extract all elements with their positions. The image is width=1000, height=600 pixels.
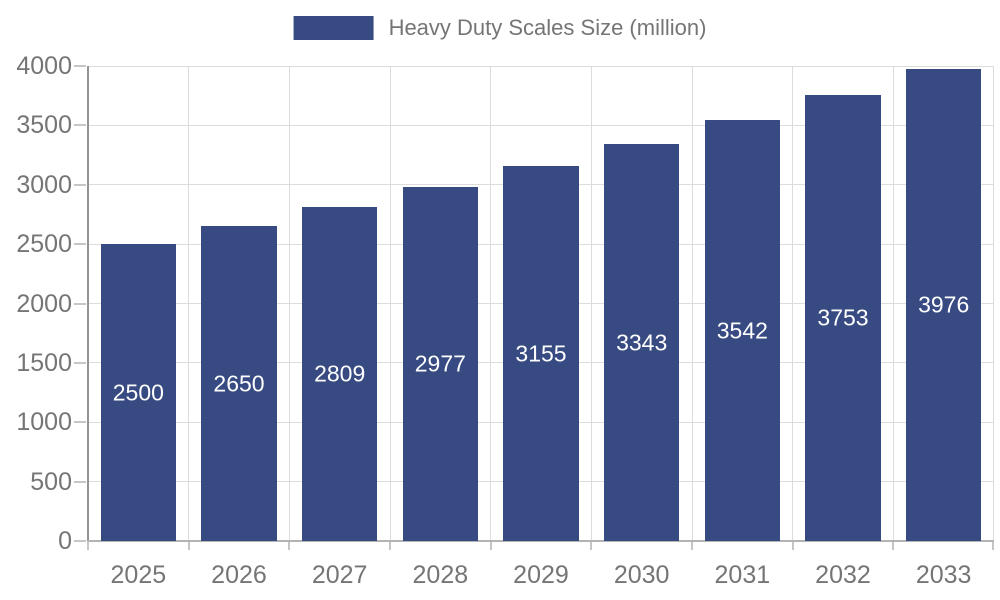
y-tick-label: 1000 — [16, 408, 72, 437]
y-tick-label: 500 — [30, 467, 72, 496]
y-tick-label: 4000 — [16, 52, 72, 80]
gridline-vertical — [892, 66, 894, 541]
y-tick-label: 0 — [58, 527, 72, 555]
bar: 2977 — [402, 187, 479, 541]
legend-swatch — [293, 16, 374, 40]
x-tick-label: 2029 — [513, 561, 569, 589]
x-tick-label: 2025 — [110, 561, 167, 589]
gridline-vertical — [288, 66, 290, 541]
bar: 3343 — [603, 144, 680, 541]
y-axis-tick — [74, 124, 86, 127]
y-axis-tick — [74, 480, 86, 483]
bar: 3976 — [905, 68, 982, 541]
x-axis-tick — [892, 541, 895, 550]
gridline-vertical — [691, 66, 693, 541]
gridline-vertical — [590, 66, 592, 541]
gridline-vertical — [188, 66, 190, 541]
bar-value-label: 3343 — [616, 329, 668, 356]
bar: 2500 — [100, 244, 177, 541]
y-tick-label: 2500 — [16, 230, 72, 259]
bar-value-label: 3155 — [515, 340, 567, 367]
x-tick-label: 2028 — [412, 561, 469, 589]
x-axis-tick — [590, 541, 593, 550]
bar-value-label: 3976 — [918, 291, 970, 318]
bar: 2650 — [201, 226, 277, 541]
x-axis-tick — [389, 541, 391, 550]
bar-value-label: 2650 — [213, 370, 265, 397]
y-tick-label: 3500 — [16, 111, 72, 140]
x-tick-label: 2033 — [915, 561, 972, 589]
gridline-vertical — [389, 66, 391, 541]
y-axis-tick — [74, 361, 86, 364]
x-axis-tick — [992, 541, 994, 550]
x-axis-tick — [288, 541, 291, 550]
y-tick-label: 3000 — [16, 170, 72, 199]
x-axis-tick — [187, 541, 190, 550]
bar-value-label: 2500 — [112, 379, 164, 406]
legend-label: Heavy Duty Scales Size (million) — [388, 15, 707, 40]
plot-area: 2500 2025 2650 2026 2809 2027 2977 2028 3155 2029… — [74, 65, 994, 588]
bar-value-label: 2977 — [414, 350, 466, 377]
bar: 2809 — [301, 207, 378, 541]
y-tick-label: 1500 — [16, 348, 72, 377]
bar-value-label: 3542 — [716, 317, 768, 344]
y-axis-tick — [74, 243, 86, 246]
gridline-vertical — [490, 66, 492, 541]
x-axis-tick — [791, 541, 794, 550]
x-tick-label: 2032 — [815, 561, 871, 589]
y-axis-tick — [74, 183, 86, 186]
x-tick-label: 2027 — [311, 561, 368, 589]
y-axis-tick — [74, 540, 86, 542]
gridline-horizontal — [88, 65, 994, 67]
bar: 3753 — [805, 95, 881, 541]
bar-value-label: 3753 — [817, 304, 869, 331]
y-tick-label: 2000 — [16, 289, 72, 318]
x-axis-line — [88, 540, 994, 542]
y-axis-tick — [74, 421, 86, 424]
x-axis-tick — [87, 541, 89, 550]
gridline-vertical — [992, 66, 994, 541]
y-axis-line — [87, 66, 89, 541]
chart-legend: Heavy Duty Scales Size (million) — [293, 15, 707, 41]
gridline-vertical — [792, 66, 794, 541]
bar: 3542 — [704, 120, 781, 541]
x-tick-label: 2031 — [714, 561, 771, 589]
bar-value-label: 2809 — [314, 360, 366, 387]
gridline-horizontal — [88, 124, 994, 126]
y-axis-tick — [74, 65, 86, 67]
x-axis-tick — [489, 541, 492, 550]
x-tick-label: 2030 — [613, 561, 670, 589]
bar: 3155 — [503, 166, 579, 541]
y-axis-tick — [74, 302, 86, 305]
x-axis-tick — [691, 541, 693, 550]
x-tick-label: 2026 — [211, 561, 267, 589]
